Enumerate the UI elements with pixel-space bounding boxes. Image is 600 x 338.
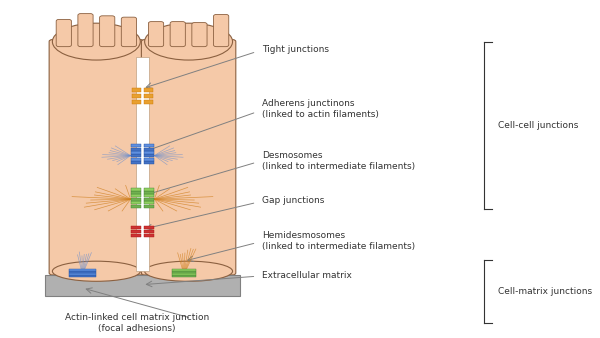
Bar <box>143 158 154 161</box>
Ellipse shape <box>52 261 140 281</box>
Bar <box>143 191 154 194</box>
Bar <box>131 144 142 147</box>
Bar <box>172 271 196 273</box>
Bar <box>143 154 154 157</box>
Bar <box>131 226 142 230</box>
Bar <box>143 198 154 201</box>
Bar <box>69 271 96 273</box>
Bar <box>143 100 154 104</box>
Bar <box>131 198 142 201</box>
Bar <box>143 151 154 154</box>
Bar <box>143 234 154 237</box>
Text: Cell-matrix junctions: Cell-matrix junctions <box>498 287 592 296</box>
Bar <box>131 154 142 157</box>
Bar <box>131 148 142 150</box>
Bar <box>143 204 154 208</box>
Bar <box>143 230 154 233</box>
Text: Gap junctions: Gap junctions <box>262 196 324 206</box>
Text: Cell-cell junctions: Cell-cell junctions <box>498 121 578 130</box>
Bar <box>131 230 142 233</box>
Bar <box>143 88 154 92</box>
FancyBboxPatch shape <box>49 40 143 275</box>
Bar <box>172 273 196 275</box>
Bar <box>143 194 154 197</box>
FancyBboxPatch shape <box>214 15 229 47</box>
Bar <box>143 226 154 230</box>
Text: Actin-linked cell matrix junction
(focal adhesions): Actin-linked cell matrix junction (focal… <box>65 313 209 333</box>
Bar <box>69 273 96 275</box>
Bar <box>131 161 142 164</box>
Bar <box>136 57 149 271</box>
FancyBboxPatch shape <box>142 40 236 275</box>
Bar <box>131 188 142 191</box>
Bar <box>131 151 142 154</box>
Bar <box>131 191 142 194</box>
Ellipse shape <box>145 23 233 60</box>
Bar <box>131 158 142 161</box>
Bar <box>131 201 142 204</box>
Bar <box>69 275 96 277</box>
Bar <box>131 234 142 237</box>
Ellipse shape <box>52 23 140 60</box>
Text: Desmosomes
(linked to intermediate filaments): Desmosomes (linked to intermediate filam… <box>262 150 415 171</box>
FancyBboxPatch shape <box>170 22 185 47</box>
Bar <box>143 201 154 204</box>
Bar <box>172 275 196 277</box>
Bar <box>143 144 154 147</box>
Text: Hemidesmosomes
(linked to intermediate filaments): Hemidesmosomes (linked to intermediate f… <box>262 231 415 251</box>
Bar <box>131 88 142 92</box>
Bar <box>131 100 142 104</box>
FancyBboxPatch shape <box>148 22 164 47</box>
Bar <box>143 94 154 98</box>
FancyBboxPatch shape <box>78 14 93 47</box>
Bar <box>143 148 154 150</box>
FancyBboxPatch shape <box>100 16 115 47</box>
Bar <box>143 161 154 164</box>
Bar <box>69 269 96 271</box>
Text: Adherens junctinons
(linked to actin filaments): Adherens junctinons (linked to actin fil… <box>262 99 379 119</box>
Bar <box>172 269 196 271</box>
FancyBboxPatch shape <box>56 19 71 47</box>
Bar <box>131 94 142 98</box>
Text: Extracellular matrix: Extracellular matrix <box>262 271 352 280</box>
Bar <box>45 274 240 296</box>
Bar <box>131 204 142 208</box>
Text: Tight junctions: Tight junctions <box>262 46 329 54</box>
Bar <box>131 194 142 197</box>
FancyBboxPatch shape <box>192 23 207 47</box>
FancyBboxPatch shape <box>121 17 137 47</box>
Bar <box>143 188 154 191</box>
Ellipse shape <box>145 261 233 281</box>
